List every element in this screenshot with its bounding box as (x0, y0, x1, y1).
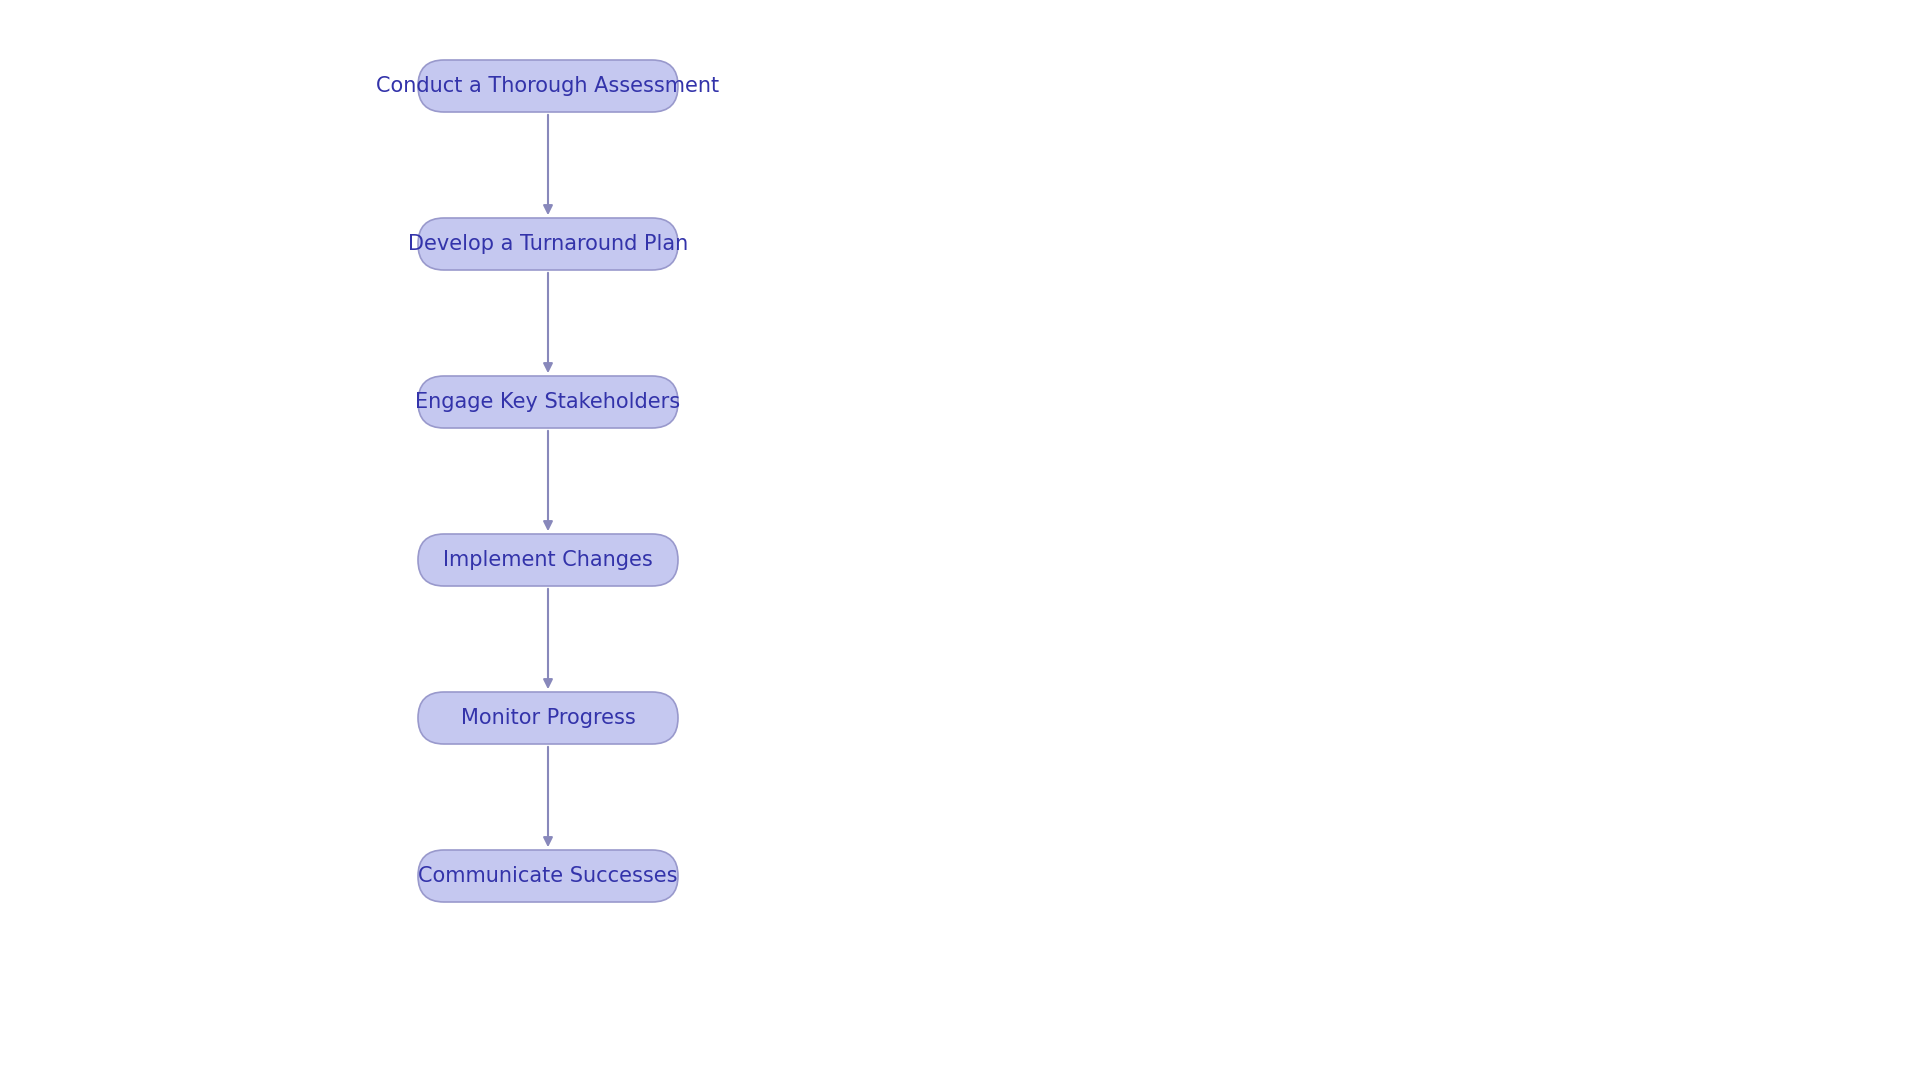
FancyBboxPatch shape (419, 60, 678, 112)
Text: Conduct a Thorough Assessment: Conduct a Thorough Assessment (376, 76, 720, 96)
Text: Monitor Progress: Monitor Progress (461, 708, 636, 728)
Text: Develop a Turnaround Plan: Develop a Turnaround Plan (407, 234, 687, 255)
FancyBboxPatch shape (419, 692, 678, 744)
Text: Implement Changes: Implement Changes (444, 550, 653, 570)
FancyBboxPatch shape (419, 376, 678, 428)
FancyBboxPatch shape (419, 218, 678, 270)
FancyBboxPatch shape (419, 850, 678, 902)
FancyBboxPatch shape (419, 534, 678, 586)
Text: Engage Key Stakeholders: Engage Key Stakeholders (415, 392, 680, 412)
Text: Communicate Successes: Communicate Successes (419, 866, 678, 886)
